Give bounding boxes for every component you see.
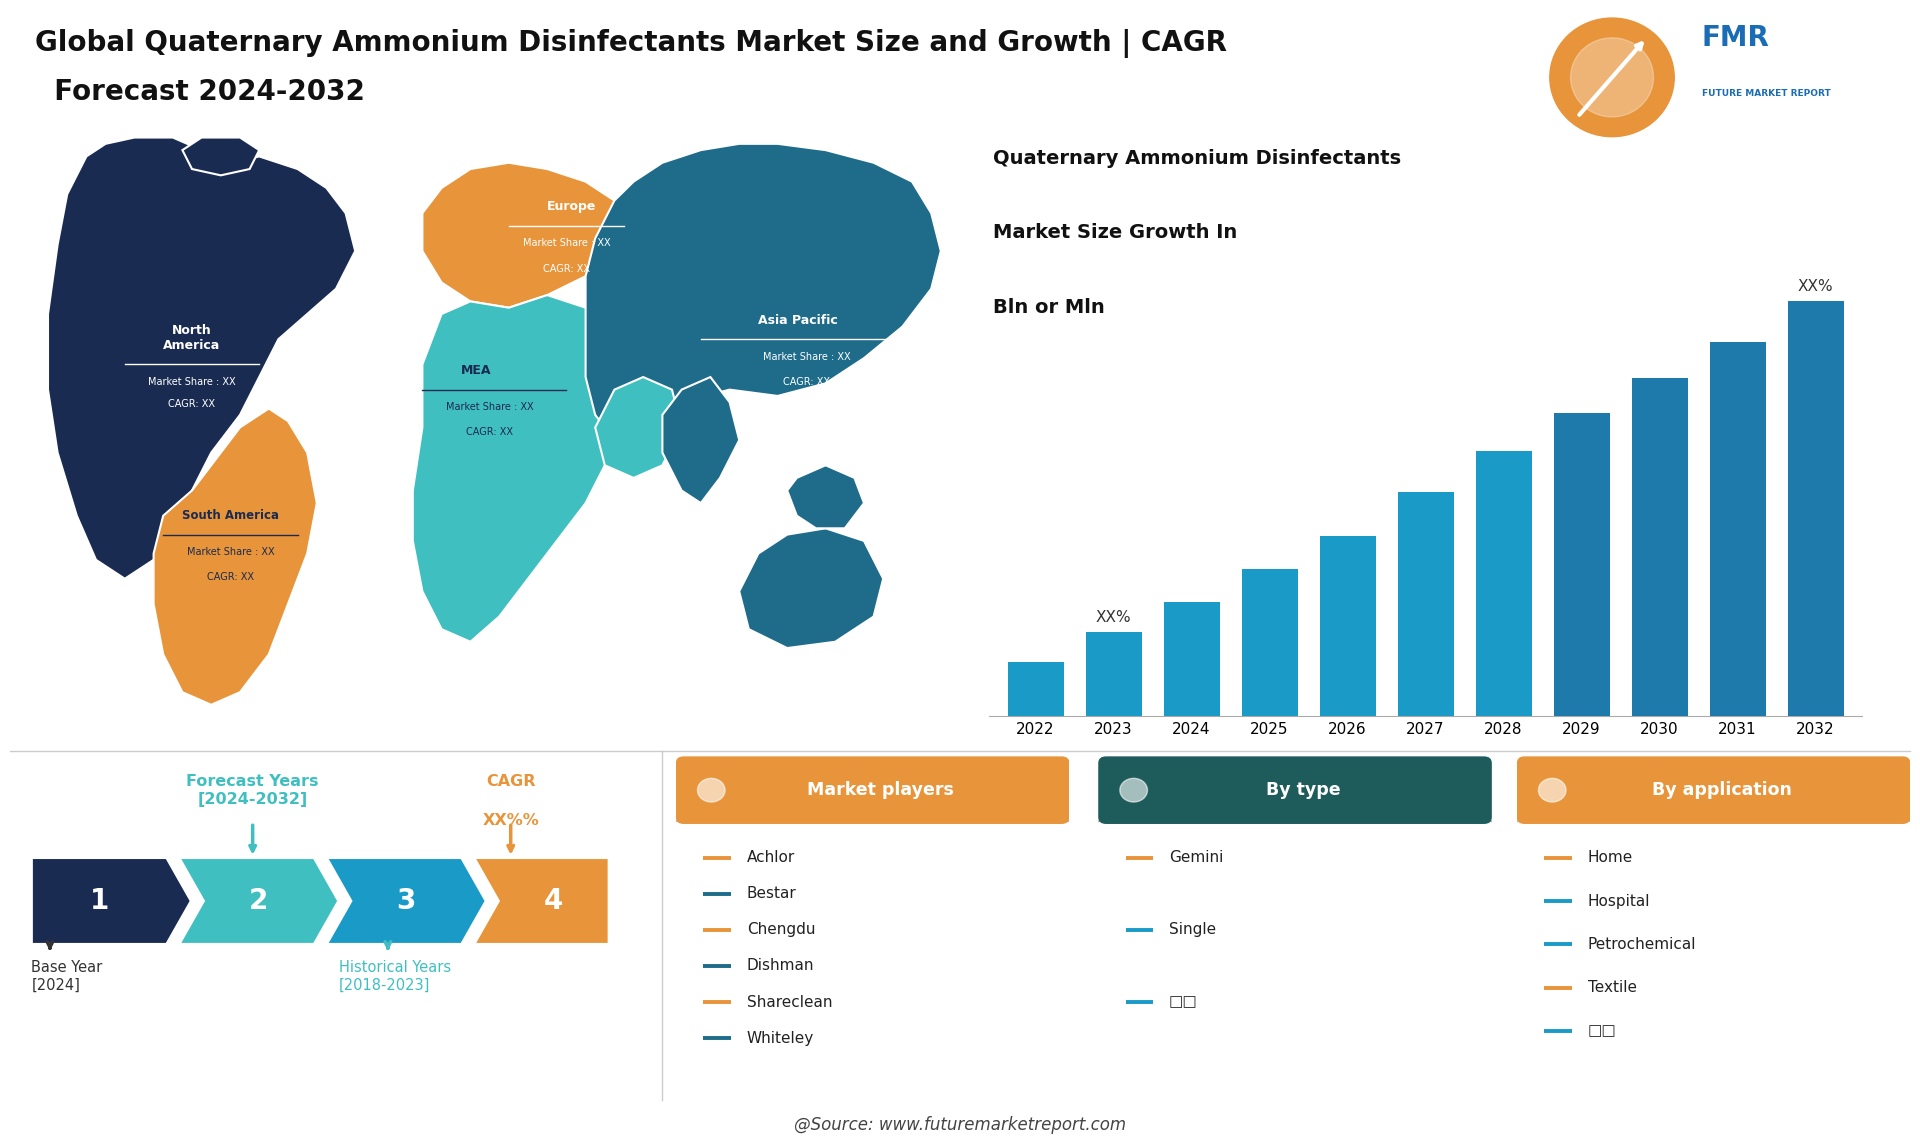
FancyBboxPatch shape xyxy=(1517,756,1910,824)
Polygon shape xyxy=(739,528,883,649)
Text: Market Share : XX: Market Share : XX xyxy=(522,238,611,249)
Text: CAGR: XX: CAGR: XX xyxy=(207,572,253,582)
Polygon shape xyxy=(787,465,864,528)
Text: □□: □□ xyxy=(1588,1023,1617,1038)
Text: Petrochemical: Petrochemical xyxy=(1588,936,1695,952)
Text: Market Share : XX: Market Share : XX xyxy=(148,377,236,387)
Text: 2: 2 xyxy=(250,887,269,915)
Polygon shape xyxy=(179,857,338,944)
Text: Bestar: Bestar xyxy=(747,886,797,902)
Circle shape xyxy=(1571,38,1653,117)
Text: Europe: Europe xyxy=(547,201,597,213)
Bar xyxy=(1553,413,1609,716)
Text: Market players: Market players xyxy=(806,782,954,799)
Text: MEA: MEA xyxy=(461,364,492,377)
Text: Market Share : XX: Market Share : XX xyxy=(762,352,851,362)
FancyBboxPatch shape xyxy=(676,756,1069,824)
FancyBboxPatch shape xyxy=(1513,821,1914,1098)
Text: Home: Home xyxy=(1588,850,1632,865)
FancyBboxPatch shape xyxy=(1098,756,1492,824)
Text: South America: South America xyxy=(182,509,278,521)
Text: Chengdu: Chengdu xyxy=(747,923,816,937)
Polygon shape xyxy=(182,138,259,175)
Text: Market Share : XX: Market Share : XX xyxy=(445,402,534,413)
Text: 1: 1 xyxy=(90,887,109,915)
Bar xyxy=(1709,342,1766,716)
Bar xyxy=(1319,536,1375,716)
Text: CAGR: XX: CAGR: XX xyxy=(543,264,589,274)
Text: Whiteley: Whiteley xyxy=(747,1030,814,1045)
Text: Shareclean: Shareclean xyxy=(747,995,831,1010)
Text: Quaternary Ammonium Disinfectants: Quaternary Ammonium Disinfectants xyxy=(993,149,1402,168)
Bar xyxy=(1475,452,1532,716)
Text: CAGR: CAGR xyxy=(486,775,536,790)
Text: Global Quaternary Ammonium Disinfectants Market Size and Growth | CAGR: Global Quaternary Ammonium Disinfectants… xyxy=(35,29,1227,57)
Text: Market Size Growth In: Market Size Growth In xyxy=(993,223,1236,243)
Text: Base Year
[2024]: Base Year [2024] xyxy=(31,960,104,992)
Circle shape xyxy=(1549,18,1674,136)
Text: Dishman: Dishman xyxy=(747,958,814,973)
Text: CAGR: XX: CAGR: XX xyxy=(467,427,513,438)
Text: By type: By type xyxy=(1265,782,1340,799)
Text: Asia Pacific: Asia Pacific xyxy=(758,314,839,327)
Polygon shape xyxy=(413,295,634,642)
FancyBboxPatch shape xyxy=(672,821,1073,1098)
Text: Market Share : XX: Market Share : XX xyxy=(186,547,275,557)
Text: 4: 4 xyxy=(543,887,563,915)
Text: Historical Years
[2018-2023]: Historical Years [2018-2023] xyxy=(338,960,451,992)
Text: XX%: XX% xyxy=(1797,280,1834,295)
Text: XX%: XX% xyxy=(1096,610,1131,625)
Text: Hospital: Hospital xyxy=(1588,894,1649,909)
Circle shape xyxy=(697,778,726,802)
Text: @Source: www.futuremarketreport.com: @Source: www.futuremarketreport.com xyxy=(795,1116,1125,1135)
Text: XX%%: XX%% xyxy=(482,813,540,827)
Text: Achlor: Achlor xyxy=(747,850,795,865)
Polygon shape xyxy=(662,377,739,503)
Polygon shape xyxy=(474,857,609,944)
Text: CAGR: XX: CAGR: XX xyxy=(169,399,215,409)
Text: Gemini: Gemini xyxy=(1169,850,1223,865)
Polygon shape xyxy=(31,857,192,944)
Polygon shape xyxy=(154,408,317,705)
Bar xyxy=(1632,377,1688,716)
Text: CAGR: XX: CAGR: XX xyxy=(783,377,829,387)
Bar xyxy=(1085,631,1142,716)
Text: By application: By application xyxy=(1651,782,1791,799)
Text: FMR: FMR xyxy=(1701,24,1770,52)
Text: Forecast 2024-2032: Forecast 2024-2032 xyxy=(35,78,365,105)
Bar xyxy=(1164,602,1219,716)
Polygon shape xyxy=(326,857,486,944)
Text: Bln or Mln: Bln or Mln xyxy=(993,298,1104,317)
Text: North
America: North America xyxy=(163,324,221,352)
Polygon shape xyxy=(48,138,355,579)
Text: Textile: Textile xyxy=(1588,980,1636,995)
Polygon shape xyxy=(422,163,634,307)
Circle shape xyxy=(1538,778,1567,802)
Circle shape xyxy=(1119,778,1148,802)
FancyBboxPatch shape xyxy=(1094,821,1496,1098)
Bar xyxy=(1242,568,1298,716)
Text: Forecast Years
[2024-2032]: Forecast Years [2024-2032] xyxy=(186,775,319,807)
Polygon shape xyxy=(586,143,941,440)
Text: 3: 3 xyxy=(397,887,417,915)
Bar xyxy=(1008,661,1064,716)
Text: FUTURE MARKET REPORT: FUTURE MARKET REPORT xyxy=(1701,89,1830,99)
Text: □□: □□ xyxy=(1169,995,1198,1010)
Polygon shape xyxy=(595,377,682,478)
Bar xyxy=(1398,493,1453,716)
Bar xyxy=(1788,301,1843,716)
Text: Single: Single xyxy=(1169,923,1215,937)
